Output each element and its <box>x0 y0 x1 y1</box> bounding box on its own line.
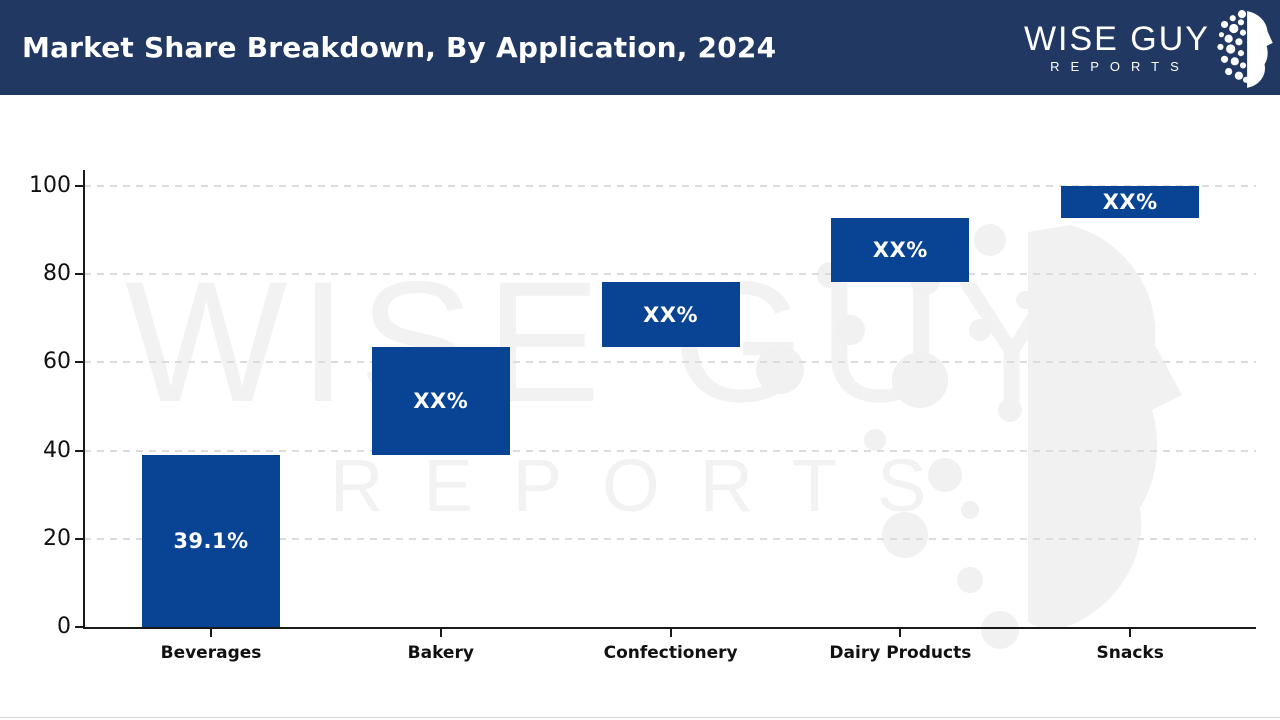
y-tick-mark <box>75 273 83 276</box>
x-tick-mark <box>439 629 442 637</box>
bar-snacks: XX% <box>1061 186 1200 219</box>
x-category-label: Bakery <box>407 643 474 663</box>
logo-wordmark-line1: WISE GUY <box>1023 20 1210 59</box>
logo-wordmark-line2: REPORTS <box>1050 58 1190 74</box>
x-tick-mark <box>210 629 212 637</box>
wiseguy-logo: WISE GUY REPORTS <box>1024 6 1274 90</box>
y-tick-label: 40 <box>43 437 71 463</box>
x-axis <box>83 627 1256 629</box>
chart-area: WISE GUY REPORTS 0 20 40 60 80 100 39.1% Bevera… <box>0 95 1280 720</box>
y-tick-mark <box>75 537 83 540</box>
y-tick-mark <box>75 449 83 452</box>
y-tick-label: 60 <box>43 349 71 375</box>
y-tick-mark <box>75 361 83 364</box>
bar-value-label: XX% <box>413 388 469 413</box>
header-bar: Market Share Breakdown, By Application, … <box>0 0 1280 95</box>
x-tick-mark <box>669 629 672 637</box>
bar-bakery: XX% <box>371 346 510 455</box>
bar-value-label: XX% <box>643 302 699 327</box>
x-tick-mark <box>1129 629 1132 637</box>
bar-confectionery: XX% <box>601 282 740 347</box>
waterfall-chart: 0 20 40 60 80 100 39.1% Beverages XX% Bakery XX% Co… <box>0 95 1280 720</box>
bar-beverages: 39.1% <box>142 454 280 627</box>
bar-value-label: 39.1% <box>173 528 249 553</box>
x-category-label: Snacks <box>1096 643 1164 663</box>
y-tick-label: 0 <box>57 614 71 639</box>
bar-value-label: XX% <box>872 238 928 263</box>
x-category-label: Beverages <box>160 643 262 663</box>
page-title: Market Share Breakdown, By Application, … <box>22 31 777 64</box>
logo-wordmark: WISE GUY REPORTS <box>1023 20 1210 74</box>
bottom-border <box>0 717 1280 718</box>
y-tick-label: 20 <box>43 525 71 551</box>
x-category-label: Confectionery <box>603 643 738 663</box>
y-tick-label: 80 <box>43 261 71 287</box>
y-tick-mark <box>75 626 83 628</box>
gridline <box>84 449 1256 452</box>
x-tick-mark <box>899 629 902 637</box>
y-tick-label: 100 <box>29 173 71 198</box>
bar-value-label: XX% <box>1102 190 1158 215</box>
watermark-subtext: REPORTS <box>330 444 967 527</box>
gridline <box>84 537 1256 540</box>
wiseguy-face-icon <box>1217 10 1273 88</box>
gridline <box>84 361 1256 364</box>
y-axis <box>83 170 85 629</box>
x-category-label: Dairy Products <box>829 643 972 663</box>
bar-dairy-products: XX% <box>831 218 970 283</box>
gridline <box>84 273 1256 276</box>
gridline <box>84 185 1256 187</box>
y-tick-mark <box>75 185 83 187</box>
